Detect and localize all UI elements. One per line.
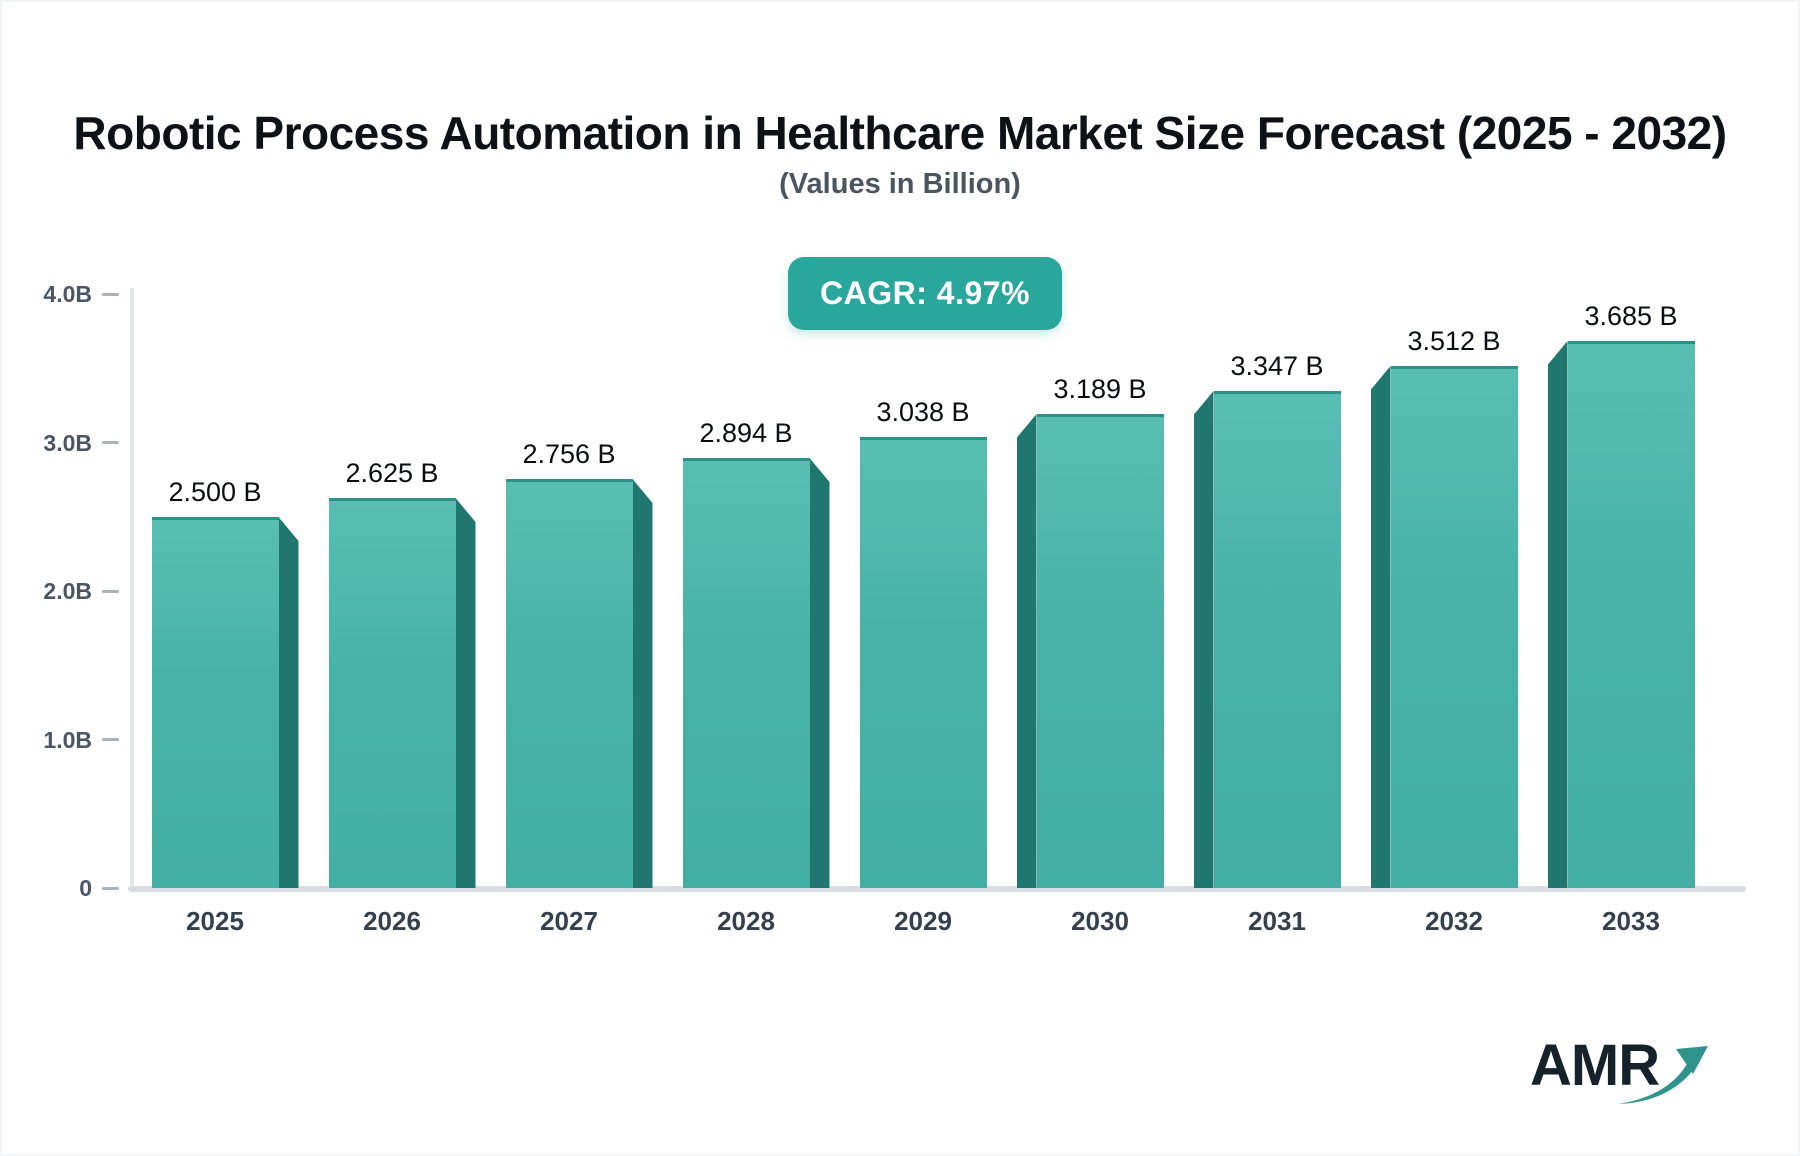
x-tick-label: 2030 <box>1071 906 1129 936</box>
bar-value-label: 2.894 B <box>699 418 793 448</box>
cagr-badge: CAGR: 4.97% <box>788 257 1062 330</box>
amr-logo: AMR <box>1530 1032 1720 1122</box>
bar <box>328 498 456 888</box>
x-tick-label: 2028 <box>717 906 775 936</box>
bar <box>1036 414 1164 888</box>
chart-subtitle: (Values in Billion) <box>779 168 1021 200</box>
bar-side-face <box>1370 366 1391 888</box>
y-tick-label: 2.0B <box>43 578 92 604</box>
bar <box>1213 391 1341 888</box>
x-tick-label: 2027 <box>540 906 598 936</box>
bar-side-face <box>455 498 476 888</box>
y-tick-mark <box>102 589 119 593</box>
bar-side-face <box>1016 414 1037 888</box>
bar-value-label: 2.500 B <box>168 477 262 507</box>
y-tick-label: 3.0B <box>43 429 92 456</box>
bar-side-face <box>632 479 653 888</box>
y-tick-mark <box>102 441 119 444</box>
y-tick-label: 0 <box>79 875 92 901</box>
amr-logo-text: AMR <box>1530 1033 1660 1098</box>
y-tick-mark <box>102 738 119 741</box>
y-tick-mark <box>102 292 119 296</box>
x-tick-label: 2031 <box>1248 906 1306 936</box>
bar-value-label: 3.512 B <box>1407 326 1501 356</box>
y-axis-line <box>130 288 134 889</box>
y-tick-mark <box>102 886 119 890</box>
bar-value-label: 3.189 B <box>1053 374 1147 404</box>
x-tick-label: 2029 <box>894 906 952 936</box>
bar-value-label: 2.756 B <box>522 439 616 469</box>
bar <box>682 458 810 888</box>
x-tick-label: 2033 <box>1602 906 1660 936</box>
y-tick-label: 4.0B <box>43 281 92 307</box>
bar <box>505 479 633 888</box>
bar <box>151 517 279 888</box>
bar <box>859 437 987 888</box>
bar <box>1567 341 1695 888</box>
bar-side-face <box>809 458 830 888</box>
bar-side-face <box>278 517 299 888</box>
x-tick-label: 2026 <box>363 906 421 936</box>
bar-value-label: 3.347 B <box>1230 351 1324 381</box>
x-axis-line <box>128 886 1746 892</box>
bar-side-face <box>1547 341 1568 888</box>
bar-value-label: 3.038 B <box>876 397 970 427</box>
y-tick-label: 1.0B <box>43 726 92 753</box>
x-tick-label: 2032 <box>1425 906 1483 936</box>
x-tick-label: 2025 <box>186 906 244 936</box>
bar-side-face <box>1193 391 1214 888</box>
chart-title: Robotic Process Automation in Healthcare… <box>73 107 1727 159</box>
growth-arrow-icon <box>1618 1046 1708 1104</box>
cagr-badge-label: CAGR: 4.97% <box>820 275 1030 311</box>
bar <box>1390 366 1518 888</box>
bar-value-label: 2.625 B <box>345 458 439 488</box>
bar-value-label: 3.685 B <box>1584 301 1678 331</box>
